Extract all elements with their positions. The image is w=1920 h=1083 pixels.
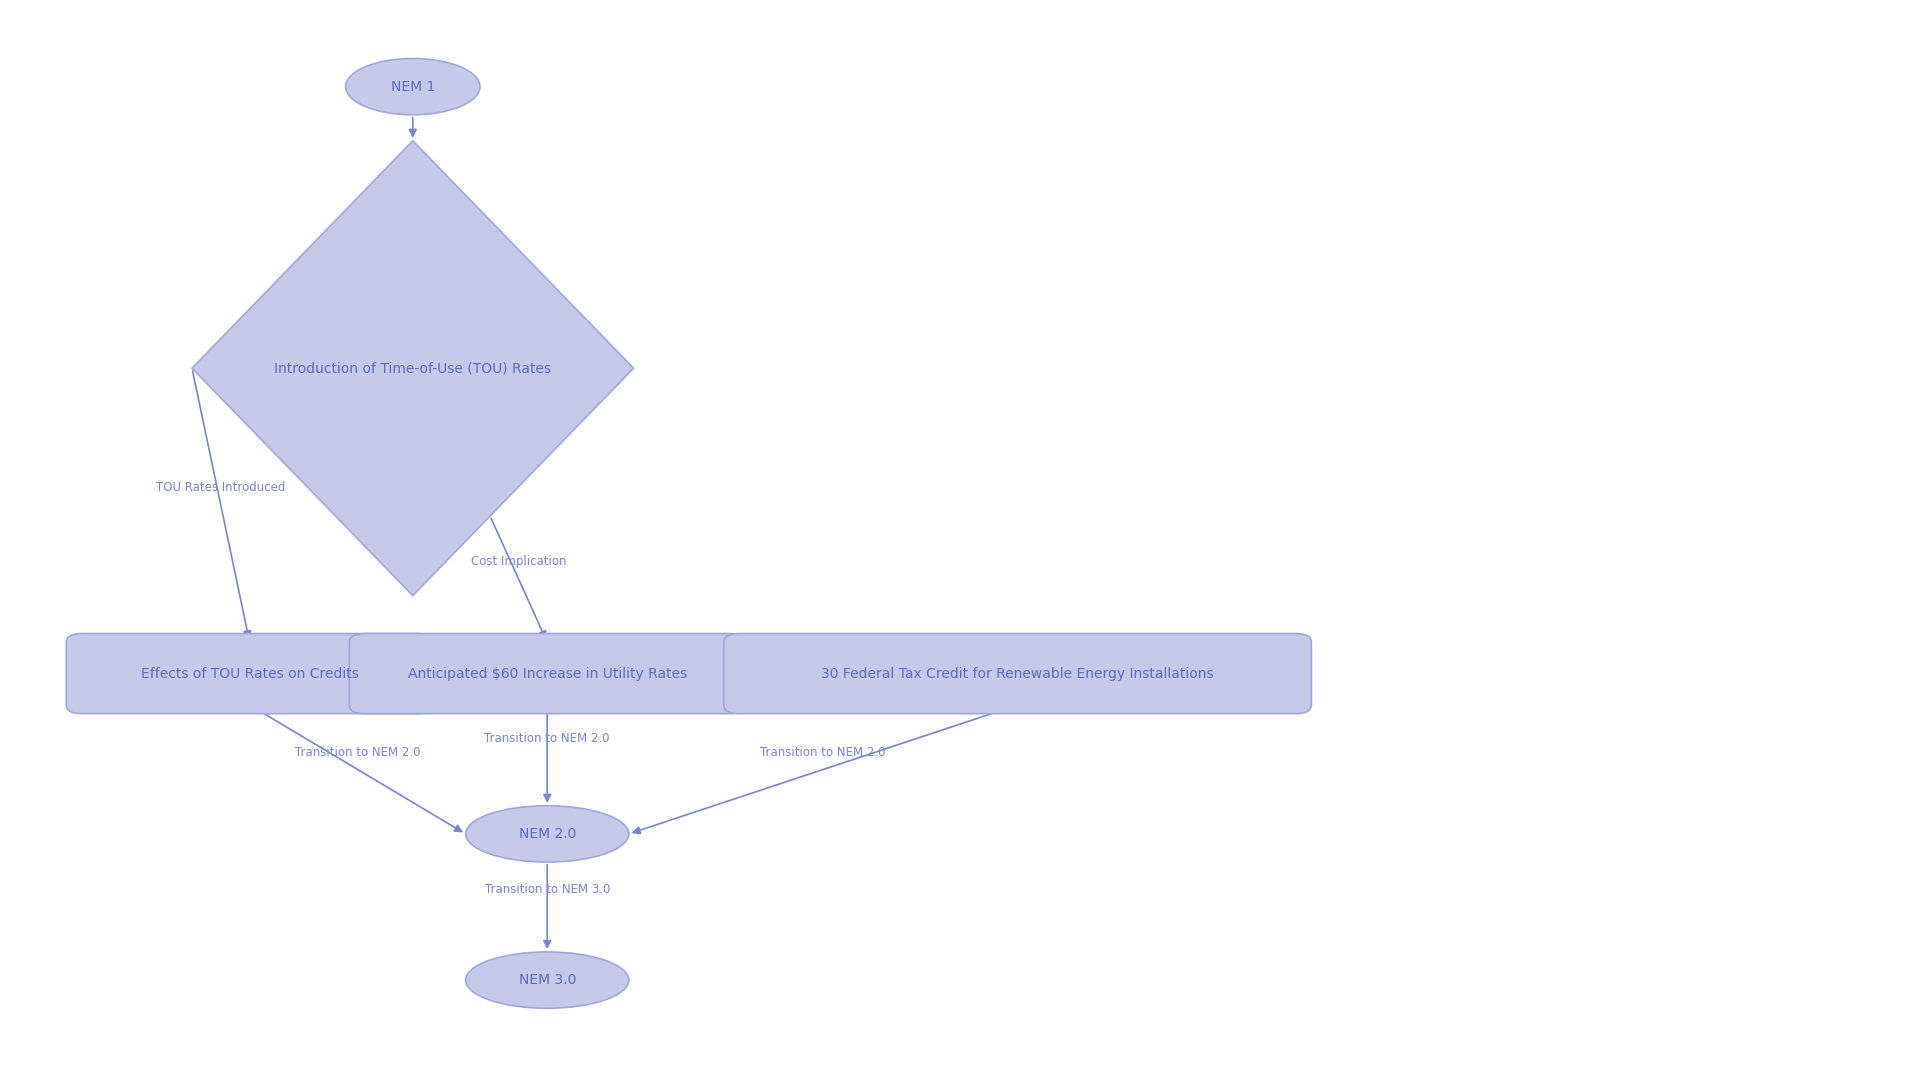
Text: Effects of TOU Rates on Credits: Effects of TOU Rates on Credits [140, 667, 359, 680]
Text: NEM 1: NEM 1 [390, 80, 436, 93]
Text: Transition to NEM 3.0: Transition to NEM 3.0 [484, 883, 611, 897]
Polygon shape [192, 141, 634, 596]
Text: NEM 3.0: NEM 3.0 [518, 974, 576, 987]
FancyBboxPatch shape [349, 634, 745, 714]
Ellipse shape [465, 806, 628, 862]
Text: Transition to NEM 2.0: Transition to NEM 2.0 [760, 745, 885, 758]
FancyBboxPatch shape [67, 634, 434, 714]
Text: 30 Federal Tax Credit for Renewable Energy Installations: 30 Federal Tax Credit for Renewable Ener… [822, 667, 1213, 680]
Text: TOU Rates Introduced: TOU Rates Introduced [156, 481, 286, 494]
Text: Introduction of Time-of-Use (TOU) Rates: Introduction of Time-of-Use (TOU) Rates [275, 362, 551, 375]
Text: Anticipated $60 Increase in Utility Rates: Anticipated $60 Increase in Utility Rate… [407, 667, 687, 680]
Text: Transition to NEM 2.0: Transition to NEM 2.0 [484, 731, 611, 745]
Ellipse shape [346, 58, 480, 115]
Text: NEM 2.0: NEM 2.0 [518, 827, 576, 840]
Text: Transition to NEM 2.0: Transition to NEM 2.0 [296, 745, 420, 758]
Text: Cost Implication: Cost Implication [470, 556, 566, 569]
FancyBboxPatch shape [724, 634, 1311, 714]
Ellipse shape [465, 952, 628, 1008]
